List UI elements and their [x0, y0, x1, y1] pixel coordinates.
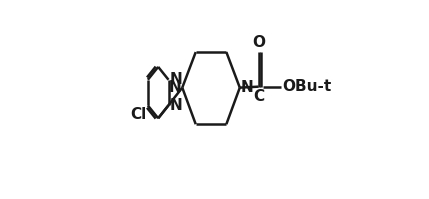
Text: N: N	[169, 98, 182, 113]
Text: N: N	[169, 80, 181, 95]
Text: N: N	[241, 80, 254, 95]
Text: C: C	[253, 89, 264, 104]
Text: N: N	[169, 72, 182, 87]
Text: O: O	[252, 35, 265, 50]
Text: Cl: Cl	[130, 107, 146, 122]
Text: OBu-t: OBu-t	[282, 79, 332, 94]
